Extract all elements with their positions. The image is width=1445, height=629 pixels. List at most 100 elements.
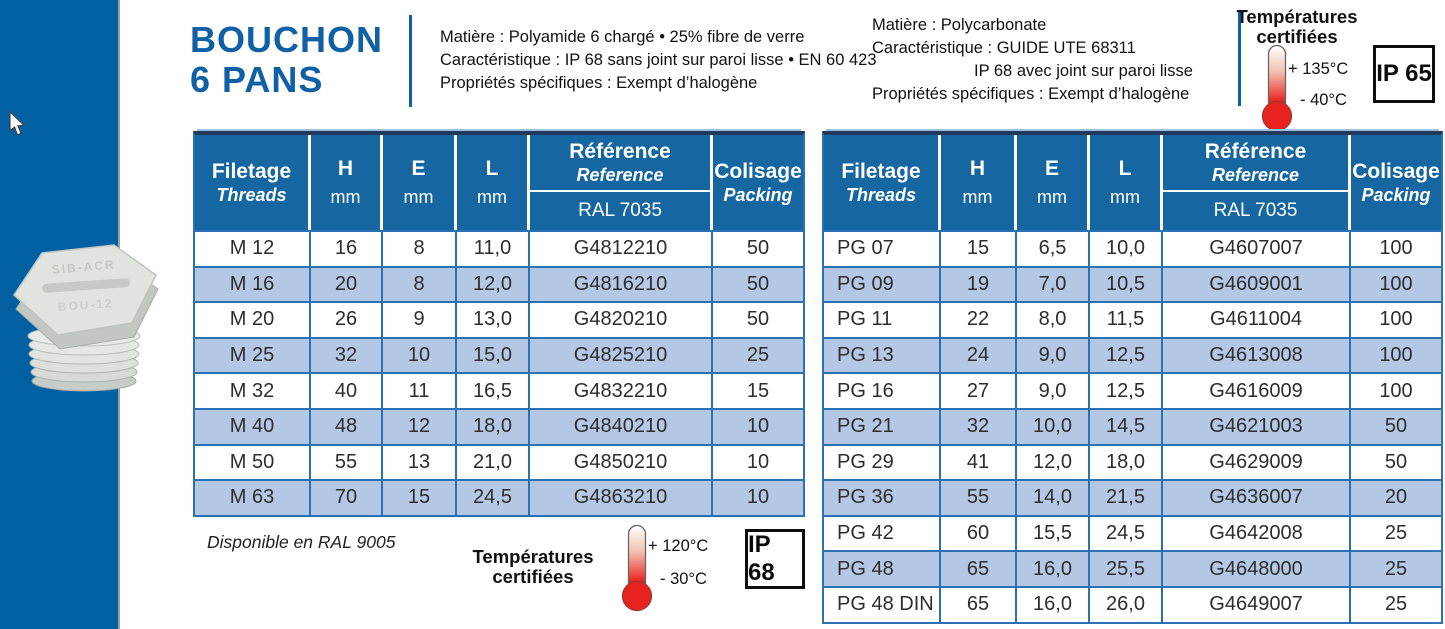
table-cell: PG 48 (824, 552, 941, 586)
table-cell: 15,5 (1017, 516, 1090, 551)
divider-vertical-right (1238, 12, 1241, 106)
table-cell: 13,0 (457, 303, 530, 337)
table-cell: 12,0 (1017, 445, 1090, 480)
table-cell: PG 36 (824, 481, 941, 515)
table-cell: 26 (311, 303, 383, 337)
table-cell: M 32 (195, 374, 311, 408)
temp-certified-label-top: Températures certifiées (1236, 6, 1358, 47)
table-row: PG 48 DIN 65 16,0 26,0 G4649007 25 (824, 585, 1441, 622)
table-cell: 48 (311, 409, 383, 444)
col-header-threads: Filetage Threads (824, 135, 941, 230)
table-cell: 14,0 (1017, 481, 1090, 515)
table-cell: 24,5 (1090, 516, 1163, 551)
table-cell: PG 07 (824, 232, 941, 266)
col-header-e: E mm (1017, 135, 1090, 230)
table-cell: G4820210 (530, 303, 713, 337)
table-row: M 25 32 10 15,0 G4825210 25 (195, 336, 803, 373)
table-metric-threads: Filetage Threads H mm E mm L mm Référenc… (193, 131, 805, 517)
table-cell: 21,5 (1090, 481, 1163, 515)
table-cell: 50 (1384, 450, 1408, 473)
table-cell: G4613008 (1163, 338, 1351, 373)
temp-max-label-bottom: + 120°C (648, 537, 709, 555)
table-cell: 50 (746, 308, 770, 331)
page-title-line1: BOUCHON (190, 19, 383, 60)
table-cell: M 16 (195, 267, 311, 302)
table-cell: 11,0 (457, 232, 530, 266)
table-cell: PG 29 (824, 445, 941, 480)
table-cell: 70 (311, 481, 383, 515)
temp-max-label-top: + 135°C (1288, 60, 1349, 78)
table-cell: G4636007 (1163, 481, 1351, 515)
temp-min-label-top: - 40°C (1300, 91, 1347, 109)
table-cell: M 12 (195, 232, 311, 266)
table-row: M 40 48 12 18,0 G4840210 10 (195, 407, 803, 444)
table-cell: PG 48 DIN (824, 587, 941, 622)
table-cell: 100 (1379, 237, 1413, 260)
table-cell: PG 09 (824, 267, 941, 302)
table-cell: G4840210 (530, 409, 713, 444)
table-pg-threads: Filetage Threads H mm E mm L mm Référenc… (822, 131, 1443, 624)
table-cell: 20 (1384, 486, 1408, 509)
table-cell: 12,5 (1090, 374, 1163, 408)
table-cell: PG 21 (824, 409, 941, 444)
table-row: PG 48 65 16,0 25,5 G4648000 25 (824, 550, 1441, 586)
plug-slot (42, 278, 130, 293)
table-cell: 10 (383, 338, 457, 373)
table-cell: G4616009 (1163, 374, 1351, 408)
table-row: PG 21 32 10,0 14,5 G4621003 50 (824, 407, 1441, 444)
table-cell: PG 16 (824, 374, 941, 408)
table-body: M 12 16 8 11,0 G4812210 50 M 16 20 8 12,0 G4816210… (195, 230, 803, 515)
table-cell: G4832210 (530, 374, 713, 408)
thermometer-icon-bottom (621, 524, 653, 612)
table-row: M 16 20 8 12,0 G4816210 50 (195, 265, 803, 302)
table-cell: 25 (1384, 557, 1408, 580)
table-cell: 60 (941, 516, 1017, 551)
table-cell: 8 (383, 232, 457, 266)
table-cell: 6,5 (1017, 232, 1090, 266)
table-cell: 13 (383, 445, 457, 480)
table-cell: 9 (383, 303, 457, 337)
table-cell: 10,0 (1090, 232, 1163, 266)
table-cell: M 20 (195, 303, 311, 337)
table-cell: 16,0 (1017, 587, 1090, 622)
ip68-badge: IP 68 (745, 529, 805, 589)
table-body: PG 07 15 6,5 10,0 G4607007 100 PG 09 19 7,0 10,5 G… (824, 230, 1441, 622)
col-header-ral: RAL 7035 (578, 200, 662, 221)
table-cell: PG 42 (824, 516, 941, 551)
table-cell: 55 (941, 481, 1017, 515)
col-header-h: H mm (941, 135, 1017, 230)
table-cell: 20 (311, 267, 383, 302)
table-cell: 26,0 (1090, 587, 1163, 622)
table-cell: 7,0 (1017, 267, 1090, 302)
table-row: PG 42 60 15,5 24,5 G4642008 25 (824, 514, 1441, 551)
table-cell: 8,0 (1017, 303, 1090, 337)
table-cell: 11 (383, 374, 457, 408)
table-cell: G4816210 (530, 267, 713, 302)
table-cell: 8 (383, 267, 457, 302)
col-header-ral: RAL 7035 (1213, 200, 1298, 221)
spec-line: IP 68 avec joint sur paroi lisse (974, 62, 1193, 80)
table-cell: G4611004 (1163, 303, 1351, 337)
table-cell: 10 (746, 486, 770, 509)
table-row: PG 16 27 9,0 12,5 G4616009 100 (824, 372, 1441, 408)
table-row: PG 36 55 14,0 21,5 G4636007 20 (824, 479, 1441, 515)
table-row: PG 09 19 7,0 10,5 G4609001 100 (824, 265, 1441, 302)
table-row: PG 07 15 6,5 10,0 G4607007 100 (824, 230, 1441, 266)
table-cell: 9,0 (1017, 338, 1090, 373)
material-specs-polyamide: Matière : Polyamide 6 chargé • 25% fibre… (440, 26, 877, 95)
spec-line: Matière : Polycarbonate (872, 16, 1047, 34)
table-cell: 15 (746, 379, 770, 402)
ip65-badge: IP 65 (1373, 45, 1435, 103)
table-cell: 24,5 (457, 481, 530, 515)
table-cell: 25 (1384, 593, 1408, 616)
temp-certified-label-bottom: Températures certifiées (472, 546, 594, 587)
table-cell: G4863210 (530, 481, 713, 515)
product-photo-hex-plug: SIB-ACR BOU-12 (13, 244, 159, 392)
table-cell: 18,0 (457, 409, 530, 444)
table-cell: 12 (383, 409, 457, 444)
ral-availability-note: Disponible en RAL 9005 (207, 532, 396, 552)
table-cell: 65 (941, 552, 1017, 586)
table-cell: M 50 (195, 445, 311, 480)
plug-embossed-model: BOU-12 (57, 296, 114, 314)
